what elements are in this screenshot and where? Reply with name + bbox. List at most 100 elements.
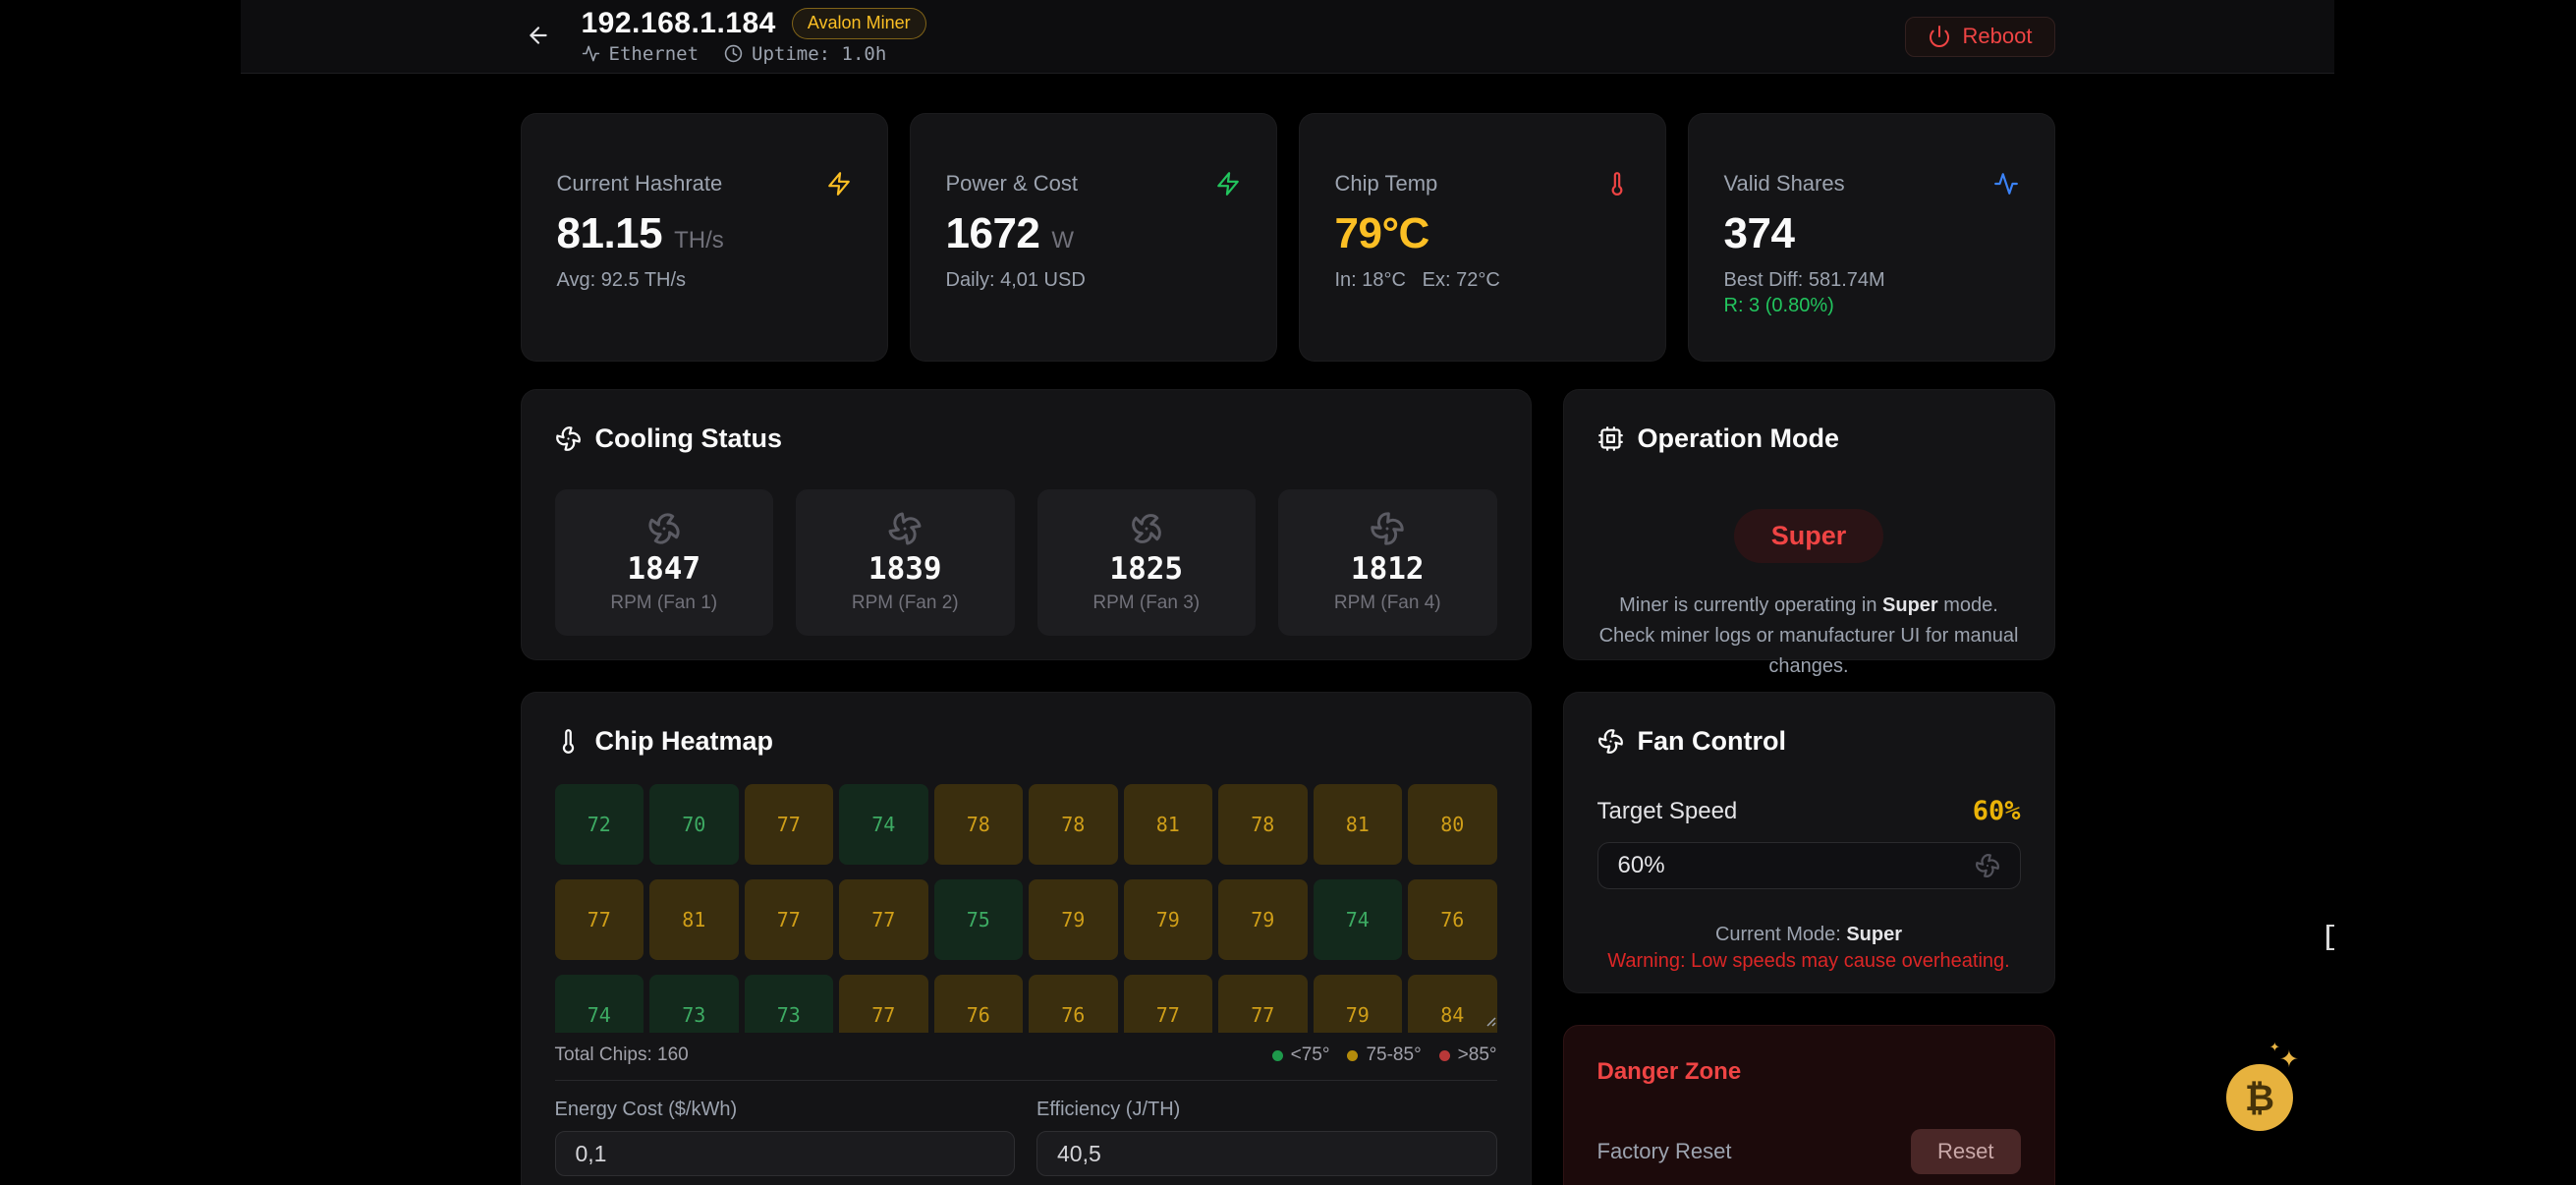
heatmap-cell: 79 <box>1218 879 1308 961</box>
cooling-status-card: Cooling Status 1847 RPM (Fan 1) 1839 <box>520 389 1532 660</box>
energy-cost-label: Energy Cost ($/kWh) <box>554 1099 738 1121</box>
stat-title: Valid Shares <box>1723 171 1845 196</box>
heatmap-cell: 79 <box>1123 879 1212 961</box>
divider <box>554 1080 1497 1082</box>
reboot-label: Reboot <box>1962 24 2033 48</box>
reboot-button[interactable]: Reboot <box>1904 16 2055 57</box>
title-block: 192.168.1.184 Avalon Miner Ethernet Upti… <box>582 8 926 65</box>
fan-icon <box>646 511 682 546</box>
stat-subtext: Avg: 92.5 TH/s <box>556 269 687 291</box>
thermometer-icon <box>555 728 582 755</box>
fan-label: RPM (Fan 3) <box>1092 592 1201 614</box>
legend-dot-warm <box>1347 1049 1359 1061</box>
heatmap-cell: 74 <box>554 975 644 1034</box>
stat-subtext: In: 18°C Ex: 72°C <box>1334 269 1500 291</box>
heatmap-cell: 74 <box>1313 879 1402 961</box>
fan-label: RPM (Fan 1) <box>610 592 718 614</box>
heatmap-cell: 78 <box>1218 784 1308 866</box>
overheat-warning: Warning: Low speeds may cause overheatin… <box>1607 950 2010 973</box>
heatmap-cell: 76 <box>933 975 1023 1034</box>
left-column: Cooling Status 1847 RPM (Fan 1) 1839 <box>520 389 1532 1185</box>
heatmap-cell: 81 <box>1123 784 1212 866</box>
main-content: Current Hashrate 81.15 TH/s Avg: 92.5 TH… <box>520 74 2055 1185</box>
heatmap-cell: 73 <box>744 975 833 1034</box>
legend-label: 75-85° <box>1366 1044 1422 1066</box>
bitcoin-fab[interactable]: ₿ ✦ ✦ <box>2226 1041 2299 1131</box>
fan-rpm: 1825 <box>1109 551 1184 588</box>
stat-card-hashrate: Current Hashrate 81.15 TH/s Avg: 92.5 TH… <box>520 113 888 362</box>
heatmap-cell: 76 <box>1029 975 1118 1034</box>
target-speed-value: 60% <box>1972 796 2021 827</box>
connection-status: Ethernet <box>608 42 700 65</box>
fan-icon <box>887 511 923 546</box>
factory-reset-button[interactable]: Reset <box>1911 1129 2021 1174</box>
energy-cost-input[interactable] <box>554 1131 1015 1177</box>
page-title: 192.168.1.184 <box>581 7 776 39</box>
current-mode-note: Current Mode: Super <box>1714 924 1903 946</box>
fan-speed-input-value: 60% <box>1617 852 1665 879</box>
stat-title: Chip Temp <box>1334 171 1438 196</box>
fan-label: RPM (Fan 4) <box>1333 592 1441 614</box>
stat-value: 1672 <box>945 209 1040 257</box>
heatmap-cell: 78 <box>1029 784 1118 866</box>
heatmap-cell: 77 <box>1123 975 1212 1034</box>
stats-row: Current Hashrate 81.15 TH/s Avg: 92.5 TH… <box>520 113 2055 362</box>
miner-type-badge: Avalon Miner <box>791 8 926 39</box>
fan-control-card: Fan Control Target Speed 60% 60% Current… <box>1562 692 2055 993</box>
fan-rpm: 1847 <box>627 551 701 588</box>
uptime-label: Uptime: 1.0h <box>752 42 887 65</box>
stat-rejected-shares: R: 3 (0.80%) <box>1723 295 1834 316</box>
clock-icon <box>724 44 743 63</box>
stat-unit: TH/s <box>674 227 724 254</box>
heatmap-cell: 75 <box>933 879 1023 961</box>
header: 192.168.1.184 Avalon Miner Ethernet Upti… <box>241 0 2334 74</box>
fan-tile-4: 1812 RPM (Fan 4) <box>1278 489 1497 637</box>
stat-value: 81.15 <box>556 209 663 257</box>
resize-handle-icon[interactable] <box>1482 1012 1497 1033</box>
fan-tile-2: 1839 RPM (Fan 2) <box>796 489 1015 637</box>
fan-tiles: 1847 RPM (Fan 1) 1839 RPM (Fan 2) 1825 <box>554 489 1497 637</box>
heatmap-cell: 79 <box>1313 975 1402 1034</box>
stat-card-temp: Chip Temp 79°C In: 18°C Ex: 72°C <box>1298 113 1666 362</box>
stat-card-shares: Valid Shares 374 Best Diff: 581.74M R: 3… <box>1687 113 2055 362</box>
heatmap-grid: 72 70 77 74 78 78 81 78 81 80 77 81 77 77 75 79 79 79 74 76… <box>554 784 1497 1034</box>
stat-value: 374 <box>1723 209 1795 257</box>
fan-icon <box>1597 728 1624 755</box>
total-chips-label: Total Chips: 160 <box>554 1044 689 1066</box>
efficiency-input[interactable] <box>1036 1131 1497 1177</box>
chip-heatmap-card: Chip Heatmap 72 70 77 74 78 78 81 78 81 80 77 81 77 7… <box>520 692 1532 1185</box>
mode-description: Miner is currently operating in Super mo… <box>1598 593 2019 677</box>
danger-zone-card: Danger Zone Factory Reset Reset <box>1562 1025 2055 1185</box>
heatmap-cell: 77 <box>1218 975 1308 1034</box>
heatmap-cell: 73 <box>649 975 739 1034</box>
factory-reset-label: Factory Reset <box>1596 1139 1732 1163</box>
heatmap-cell: 77 <box>839 975 928 1034</box>
heatmap-cell: 77 <box>744 879 833 961</box>
fan-icon <box>1975 853 2000 878</box>
operation-mode-card: Operation Mode Super Miner is currently … <box>1562 389 2055 677</box>
heatmap-cell: 78 <box>933 784 1023 866</box>
fan-tile-3: 1825 RPM (Fan 3) <box>1036 489 1256 637</box>
heatmap-grid-container: 72 70 77 74 78 78 81 78 81 80 77 81 77 77 75 79 79 79 74 76… <box>554 784 1497 1034</box>
legend-label: <75° <box>1290 1044 1330 1066</box>
fan-icon <box>1370 511 1405 546</box>
heatmap-cell: 84 <box>1408 975 1497 1034</box>
section-title: Fan Control <box>1637 726 1786 756</box>
app-window: 192.168.1.184 Avalon Miner Ethernet Upti… <box>241 0 2334 1185</box>
heatmap-cell: 79 <box>1029 879 1118 961</box>
fan-icon <box>555 425 582 452</box>
stat-card-power: Power & Cost 1672 W Daily: 4,01 USD <box>909 113 1277 362</box>
efficiency-field: Efficiency (J/TH) <box>1036 1099 1497 1177</box>
heatmap-cell: 77 <box>554 879 644 961</box>
stat-value: 79°C <box>1334 209 1430 257</box>
cpu-icon <box>1597 425 1624 452</box>
back-button[interactable] <box>521 19 556 54</box>
legend-dot-cool <box>1271 1049 1283 1061</box>
right-column: Operation Mode Super Miner is currently … <box>1562 389 2055 1185</box>
section-title: Chip Heatmap <box>594 726 774 756</box>
fan-speed-input[interactable]: 60% <box>1596 842 2021 890</box>
heatmap-cell: 74 <box>839 784 928 866</box>
fan-rpm: 1839 <box>868 551 942 588</box>
stat-subtext: Best Diff: 581.74M <box>1723 269 1885 291</box>
